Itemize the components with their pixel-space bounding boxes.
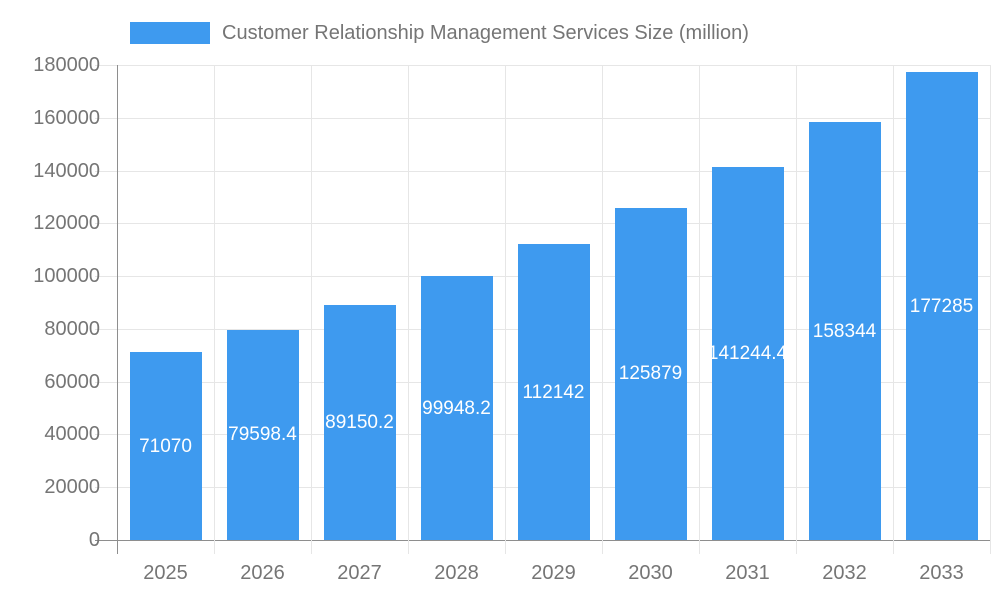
y-tick-label: 80000: [44, 317, 100, 340]
x-tick-label: 2030: [628, 562, 673, 584]
h-gridline: [95, 117, 990, 119]
bar-label: 99948.2: [422, 397, 491, 419]
bar-label: 177285: [909, 295, 974, 317]
x-tick-label: 2025: [143, 562, 188, 584]
x-tick-label: 2032: [822, 562, 867, 584]
v-gridline: [408, 65, 409, 554]
bar-2033[interactable]: 177285: [905, 72, 978, 540]
y-tick-label: 40000: [44, 423, 100, 446]
v-gridline: [214, 65, 215, 554]
x-tick-label: 2027: [337, 562, 382, 584]
bar-2031[interactable]: 141244.4: [711, 167, 784, 540]
x-axis-line: [95, 540, 990, 541]
v-gridline: [602, 65, 603, 554]
bar-2029[interactable]: 112142: [517, 244, 590, 540]
y-tick-label: 100000: [33, 265, 100, 288]
y-axis-line: [117, 65, 118, 554]
y-tick-label: 160000: [33, 106, 100, 129]
y-tick-label: 180000: [33, 54, 100, 76]
v-gridline: [990, 65, 991, 554]
bar-2025[interactable]: 71070: [129, 352, 202, 540]
x-tick-label: 2026: [240, 562, 285, 584]
bar-2028[interactable]: 99948.2: [420, 276, 493, 540]
y-tick-label: 20000: [44, 476, 100, 499]
v-gridline: [796, 65, 797, 554]
bar-label: 79598.4: [228, 424, 297, 446]
h-gridline: [95, 65, 990, 66]
y-tick-label: 60000: [44, 370, 100, 393]
bar-label: 71070: [139, 435, 192, 457]
legend-label: Customer Relationship Management Service…: [222, 21, 749, 44]
bar-label: 125879: [618, 363, 683, 385]
bar-label: 141244.4: [711, 343, 784, 365]
h-gridline: [95, 170, 990, 172]
x-tick-label: 2033: [919, 562, 964, 584]
bar-label: 112142: [522, 381, 585, 403]
bar-2027[interactable]: 89150.2: [323, 304, 396, 540]
bar-2032[interactable]: 158344: [808, 122, 881, 540]
y-tick-label: 140000: [33, 159, 100, 182]
x-tick-label: 2028: [434, 562, 479, 584]
legend-item[interactable]: Customer Relationship Management Service…: [130, 22, 749, 44]
bar-2026[interactable]: 79598.4: [226, 329, 299, 540]
y-tick-label: 0: [88, 529, 100, 551]
bar-label: 89150.2: [325, 411, 394, 433]
y-tick-label: 120000: [33, 212, 100, 235]
legend-swatch: [130, 22, 210, 44]
v-gridline: [311, 65, 312, 554]
x-tick-label: 2031: [725, 562, 770, 584]
v-gridline: [893, 65, 894, 554]
v-gridline: [505, 65, 506, 554]
bar-2030[interactable]: 125879: [614, 207, 687, 540]
h-gridline: [95, 223, 990, 225]
v-gridline: [699, 65, 700, 554]
x-tick-label: 2029: [531, 562, 576, 584]
bar-label: 158344: [812, 320, 877, 342]
plot-area: 71070 79598.4 89150.2 99948.2 112142 125879 14…: [95, 65, 991, 554]
